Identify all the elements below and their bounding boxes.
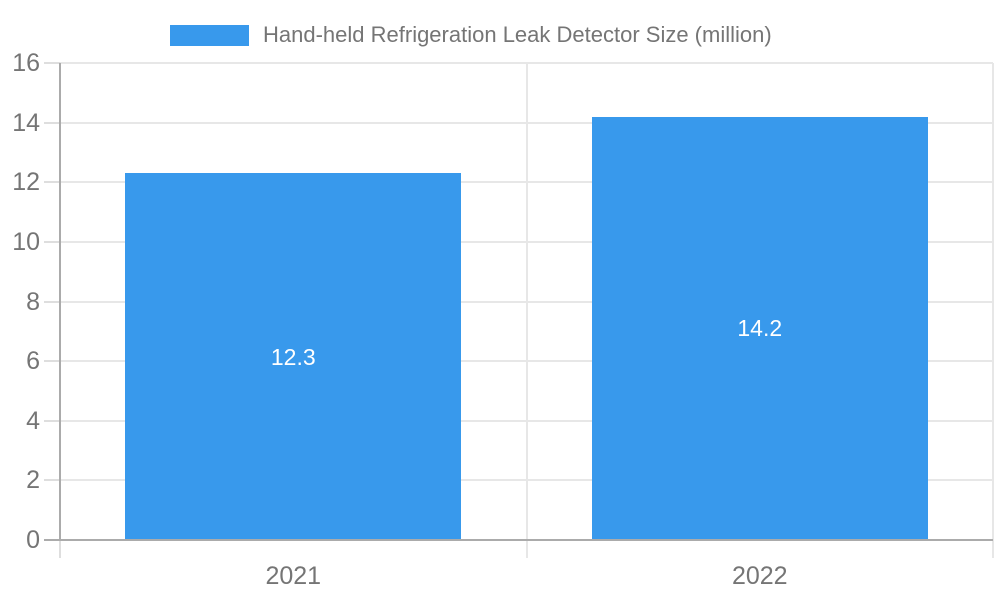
y-axis-label-10: 10: [12, 227, 40, 256]
y-axis-label-14: 14: [12, 108, 40, 137]
y-axis-label-4: 4: [26, 406, 40, 435]
y-axis-label-6: 6: [26, 347, 40, 376]
y-axis-tick-6: [44, 360, 60, 363]
y-axis-label-16: 16: [12, 49, 40, 77]
x-axis-line: [44, 539, 993, 541]
y-axis-line: [59, 63, 61, 540]
legend-swatch-icon: [170, 24, 249, 46]
y-axis-tick-4: [44, 419, 60, 422]
gridline-x-2: [992, 63, 994, 558]
bar-value-label-2021: 12.3: [270, 343, 316, 370]
y-axis-tick-14: [44, 121, 60, 124]
y-axis-label-2: 2: [26, 466, 40, 495]
gridline-x-1: [525, 63, 528, 558]
bar-2022[interactable]: [591, 116, 928, 540]
x-axis-label-2022: 2022: [731, 562, 788, 590]
y-axis-label-0: 0: [26, 526, 40, 554]
bar-value-label-2022: 14.2: [737, 315, 783, 342]
bar-2021[interactable]: [125, 173, 462, 540]
y-axis-label-8: 8: [26, 287, 40, 316]
y-axis-label-12: 12: [12, 168, 40, 197]
y-axis-bottom-tick: [59, 540, 61, 558]
y-axis-tick-16: [44, 62, 60, 64]
legend-label: Hand-held Refrigeration Leak Detector Si…: [263, 22, 772, 47]
y-axis-tick-12: [44, 181, 60, 184]
y-axis-tick-10: [44, 240, 60, 243]
chart-legend[interactable]: Hand-held Refrigeration Leak Detector Si…: [170, 22, 772, 48]
x-axis-label-2021: 2021: [265, 562, 322, 590]
y-axis-tick-2: [44, 479, 60, 482]
y-axis-tick-8: [44, 300, 60, 303]
